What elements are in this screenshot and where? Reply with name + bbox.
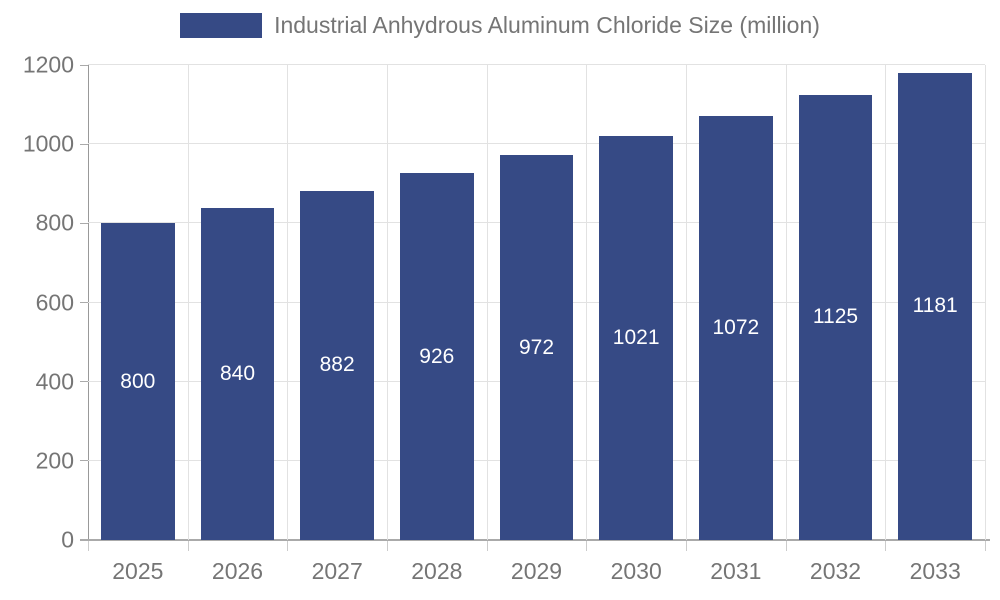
gridline-vertical	[785, 65, 787, 540]
bar-value-label: 926	[419, 344, 455, 368]
x-tick-label-2033: 2033	[909, 558, 961, 584]
y-tick-label: 400	[35, 368, 74, 395]
bar-2033: 1181	[898, 72, 973, 540]
x-tick-mark	[187, 541, 189, 551]
x-tick-label-2026: 2026	[211, 558, 264, 584]
plot-area: 800 840 882 926 972 1021 1072 1125 1181	[88, 64, 986, 540]
y-tick-mark	[80, 64, 88, 66]
y-tick-label: 0	[61, 526, 74, 553]
bar-value-label: 800	[120, 369, 156, 393]
bar-2031: 1072	[698, 115, 773, 540]
bar-2032: 1125	[798, 94, 873, 540]
y-tick-mark	[80, 222, 88, 224]
y-tick-mark	[80, 381, 88, 383]
bar-2030: 1021	[599, 135, 674, 540]
x-tick-label-2028: 2028	[411, 558, 463, 584]
legend-swatch	[180, 13, 263, 38]
bar-2028: 926	[399, 173, 474, 540]
x-tick-label-2032: 2032	[809, 558, 862, 584]
legend: Industrial Anhydrous Aluminum Chloride S…	[0, 12, 1000, 39]
bar-2026: 840	[200, 207, 275, 540]
y-tick-mark	[80, 539, 88, 541]
bar-2025: 800	[100, 223, 175, 540]
y-tick-label: 800	[35, 209, 74, 236]
gridline-horizontal	[88, 64, 985, 65]
bar-2027: 882	[300, 190, 375, 540]
y-tick-label: 200	[35, 447, 74, 474]
x-tick-label-2030: 2030	[610, 558, 662, 584]
x-tick-label-2025: 2025	[112, 558, 164, 584]
gridline-vertical	[586, 65, 588, 540]
y-tick-label: 1200	[22, 51, 74, 78]
bar-2029: 972	[499, 155, 574, 540]
y-tick-label: 1000	[22, 130, 74, 157]
bar-value-label: 1021	[612, 325, 660, 349]
x-axis-line	[80, 539, 990, 541]
gridline-vertical	[985, 65, 986, 540]
gridline-vertical	[885, 65, 887, 540]
bar-value-label: 972	[518, 335, 555, 359]
x-tick-label-2031: 2031	[710, 558, 762, 584]
bar-value-label: 1125	[812, 305, 859, 329]
x-tick-mark	[586, 541, 588, 551]
gridline-horizontal	[88, 143, 985, 145]
gridline-vertical	[287, 65, 289, 540]
bar-value-label: 882	[319, 353, 355, 377]
gridline-vertical	[386, 65, 388, 540]
bar-value-label: 840	[219, 361, 256, 385]
bar-value-label: 1072	[712, 315, 760, 339]
y-tick-label: 600	[35, 289, 74, 315]
y-tick-mark	[80, 460, 88, 462]
x-tick-mark	[387, 541, 388, 551]
x-tick-mark	[287, 541, 289, 551]
x-tick-mark	[985, 541, 986, 551]
y-tick-mark	[80, 143, 88, 145]
gridline-vertical	[187, 65, 189, 540]
x-tick-mark	[88, 541, 89, 551]
x-tick-mark	[785, 541, 787, 551]
x-tick-label-2027: 2027	[311, 558, 363, 584]
x-tick-mark	[885, 541, 887, 551]
bar-value-label: 1181	[912, 294, 958, 318]
y-axis-line	[88, 65, 89, 540]
x-tick-mark	[686, 541, 687, 551]
x-tick-mark	[486, 541, 488, 551]
gridline-vertical	[685, 65, 687, 540]
x-tick-label-2029: 2029	[510, 558, 563, 584]
gridline-vertical	[486, 65, 488, 540]
y-tick-mark	[80, 302, 88, 303]
legend-label: Industrial Anhydrous Aluminum Chloride S…	[274, 12, 820, 38]
